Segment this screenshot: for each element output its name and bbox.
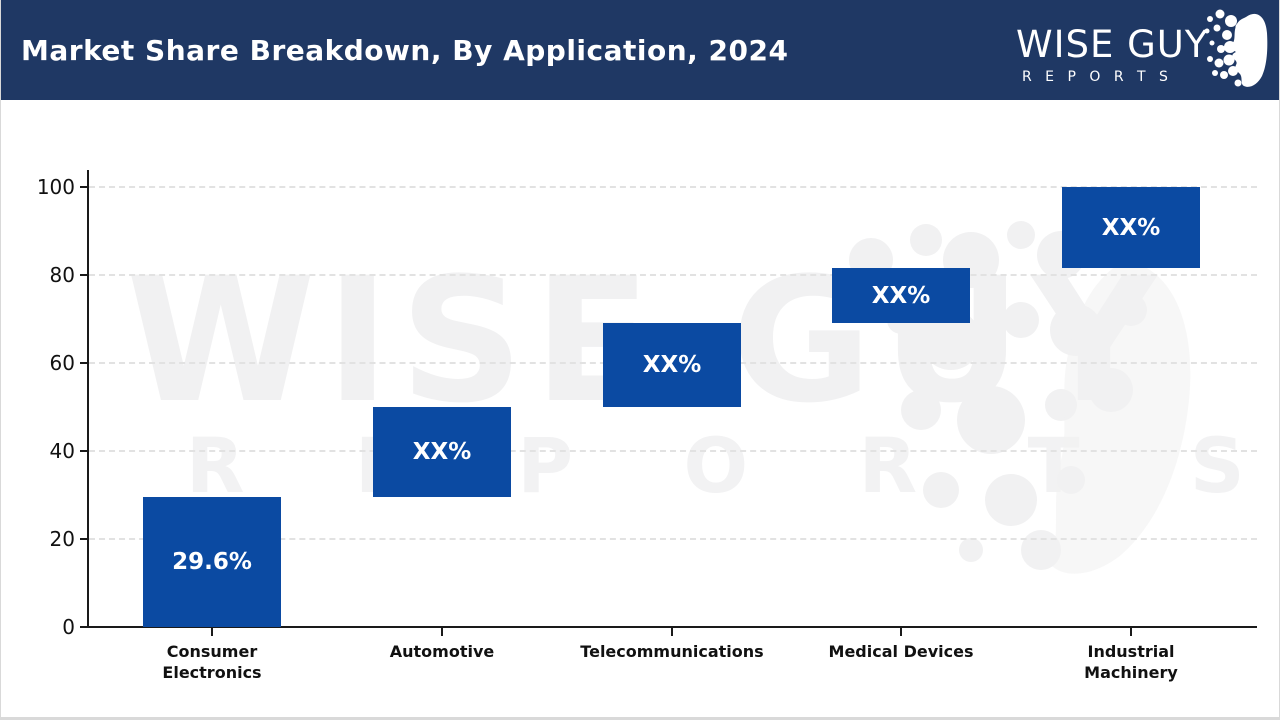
x-tick-0 [211,628,213,636]
bar-value-label: XX% [1101,214,1161,241]
x-tick-3 [900,628,902,636]
x-category-label-line: Automotive [389,642,495,661]
x-category-label-line: Consumer [166,642,258,661]
y-tick-label-20: 20 [49,527,75,551]
x-axis-line [87,626,1257,628]
x-category-label-line: Telecommunications [580,642,764,661]
x-tick-2 [671,628,673,636]
x-category-label-line: Medical Devices [828,642,974,661]
y-tick-0 [80,626,89,628]
logo-subtext: R E P O R T S [1022,69,1172,85]
y-tick-80 [80,274,89,276]
bar-value-label: XX% [412,438,472,465]
x-category-label-line: Industrial [1087,642,1175,661]
bar-value-label: XX% [642,352,702,379]
x-tick-4 [1130,628,1132,636]
gridline-100 [89,186,1257,188]
y-tick-label-40: 40 [49,439,75,463]
bar-automotive: XX% [373,407,511,497]
y-tick-60 [80,362,89,364]
gridline-20 [89,538,1257,540]
logo-wordmark: WISE GUY [1016,23,1208,66]
x-category-label-line: Electronics [162,663,262,682]
bar-industrial-machinery: XX% [1062,187,1200,269]
wise-guy-reports-logo: WISE GUY R E P O R T S [1016,9,1268,87]
y-tick-label-100: 100 [36,175,75,199]
logo-dots-face-icon [1204,9,1268,87]
x-category-label: Medical Devices [781,641,1021,662]
x-category-label-line: Machinery [1084,663,1178,682]
gridline-40 [89,450,1257,452]
x-category-label: Industrial Machinery [1011,641,1251,683]
gridline-80 [89,274,1257,276]
bar-consumer-electronics: 29.6% [143,496,281,627]
y-tick-100 [80,186,89,188]
x-category-label: Automotive [322,641,562,662]
y-axis-line [87,170,89,628]
bar-medical-devices: XX% [832,268,970,324]
logo-face-profile [1232,13,1268,87]
x-category-label: Consumer Electronics [92,641,332,683]
header-bar: Market Share Breakdown, By Application, … [1,0,1279,100]
y-tick-40 [80,450,89,452]
y-tick-20 [80,538,89,540]
x-category-label: Telecommunications [552,641,792,662]
y-tick-label-60: 60 [49,351,75,375]
bar-value-label: XX% [871,282,931,309]
x-tick-1 [441,628,443,636]
bar-value-label: 29.6% [172,548,252,575]
y-tick-label-80: 80 [49,263,75,287]
bar-telecommunications: XX% [603,323,741,407]
y-tick-label-0: 0 [62,615,75,639]
page-title: Market Share Breakdown, By Application, … [21,33,789,67]
